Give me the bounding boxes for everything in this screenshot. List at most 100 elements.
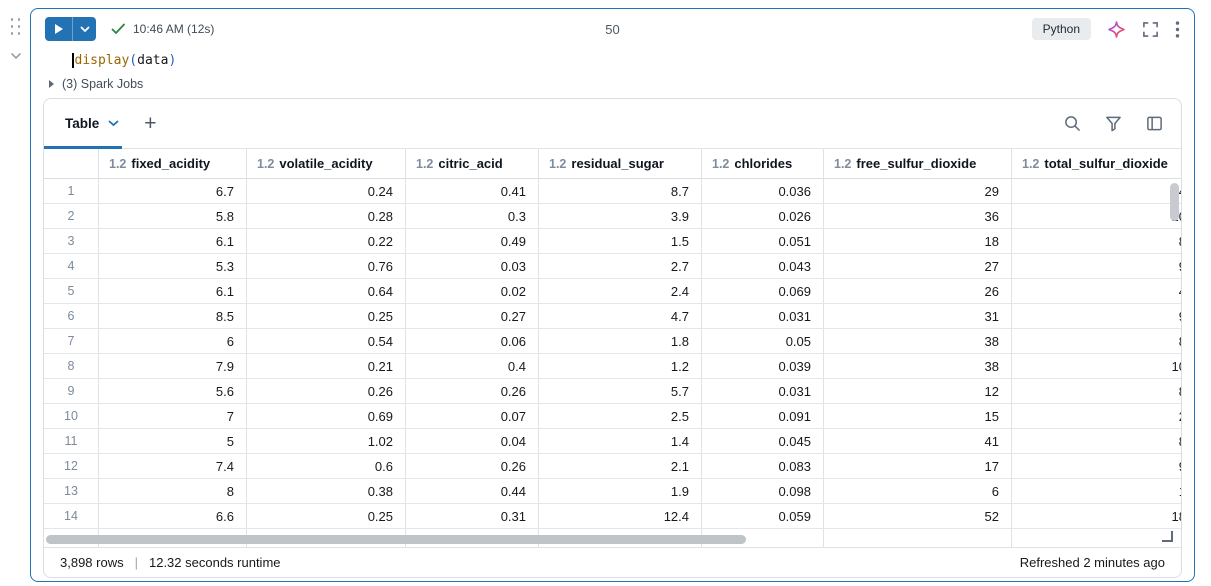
vertical-scrollbar-thumb[interactable] xyxy=(1170,183,1179,221)
table-cell: 0.25 xyxy=(247,504,406,528)
table-cell: 10 xyxy=(1012,204,1181,228)
table-cell: 8 xyxy=(1012,329,1181,353)
success-check-icon xyxy=(111,23,126,35)
column-name: fixed_acidity xyxy=(131,156,211,171)
column-header-free_sulfur_dioxide[interactable]: 1.2 free_sulfur_dioxide xyxy=(824,149,1012,178)
search-icon[interactable] xyxy=(1064,115,1081,132)
run-options-chevron-icon[interactable] xyxy=(73,17,96,41)
table-cell: 8 xyxy=(99,479,247,503)
table-cell: 0.41 xyxy=(406,179,539,203)
cell-gutter xyxy=(6,18,26,60)
collapse-chevron-icon[interactable] xyxy=(10,52,22,60)
table-cell: 3.9 xyxy=(539,204,702,228)
table-cell: 12.4 xyxy=(539,504,702,528)
table-cell: 8 xyxy=(1012,379,1181,403)
table-cell: 1.4 xyxy=(539,429,702,453)
table-row: 127.40.60.262.10.083179 xyxy=(44,454,1181,479)
table-cell xyxy=(702,529,824,547)
run-button[interactable] xyxy=(45,17,96,41)
numeric-type-icon: 1.2 xyxy=(549,156,567,171)
spark-jobs-toggle[interactable]: (3) Spark Jobs xyxy=(31,73,1194,97)
table-cell: 2.5 xyxy=(539,404,702,428)
table-cell: 0.091 xyxy=(702,404,824,428)
table-cell: 12 xyxy=(824,379,1012,403)
tab-table[interactable]: Table xyxy=(65,116,119,131)
column-header-fixed_acidity[interactable]: 1.2 fixed_acidity xyxy=(99,149,247,178)
active-tab-indicator xyxy=(44,146,122,149)
column-name: residual_sugar xyxy=(571,156,664,171)
horizontal-scrollbar-thumb[interactable] xyxy=(46,535,746,544)
execution-status: 10:46 AM (12s) xyxy=(111,22,214,36)
column-header-chlorides[interactable]: 1.2 chlorides xyxy=(702,149,824,178)
filter-icon[interactable] xyxy=(1105,115,1122,132)
code-argument-token: data xyxy=(137,52,169,68)
run-button-divider xyxy=(72,17,73,41)
table-row: 45.30.760.032.70.043279 xyxy=(44,254,1181,279)
table-cell: 18 xyxy=(1012,504,1181,528)
results-summary: 3,898 rows | 12.32 seconds runtime xyxy=(60,555,281,570)
row-number: 10 xyxy=(44,404,99,428)
table-cell: 36 xyxy=(824,204,1012,228)
column-name: chlorides xyxy=(734,156,793,171)
table-cell: 0.06 xyxy=(406,329,539,353)
table-cell: 0.043 xyxy=(702,254,824,278)
table-cell: 0.22 xyxy=(247,229,406,253)
fullscreen-icon[interactable] xyxy=(1142,21,1159,38)
add-visualization-button[interactable]: + xyxy=(144,112,157,135)
table-cell: 0.24 xyxy=(247,179,406,203)
column-header-residual_sugar[interactable]: 1.2 residual_sugar xyxy=(539,149,702,178)
table-cell: 0.069 xyxy=(702,279,824,303)
column-header-citric_acid[interactable]: 1.2 citric_acid xyxy=(406,149,539,178)
code-editor-line[interactable]: display(data) xyxy=(31,49,1194,73)
table-cell: 1.5 xyxy=(539,229,702,253)
table-cell: 6.1 xyxy=(99,279,247,303)
row-number: 11 xyxy=(44,429,99,453)
table-cell: 6 xyxy=(824,479,1012,503)
row-number: 14 xyxy=(44,504,99,528)
table-row: 36.10.220.491.50.051188 xyxy=(44,229,1181,254)
drag-handle-icon[interactable] xyxy=(10,18,22,36)
table-cell: 0.031 xyxy=(702,379,824,403)
table-cell: 0.045 xyxy=(702,429,824,453)
cell-header-actions: Python xyxy=(1031,18,1180,40)
results-resize-handle[interactable] xyxy=(1162,531,1173,542)
table-cell: 38 xyxy=(824,354,1012,378)
table-cell: 0.54 xyxy=(247,329,406,353)
results-tabbar: Table + xyxy=(44,99,1181,149)
text-cursor xyxy=(72,52,74,68)
kebab-menu-icon[interactable] xyxy=(1175,20,1180,38)
column-header-volatile_acidity[interactable]: 1.2 volatile_acidity xyxy=(247,149,406,178)
columns-panel-icon[interactable] xyxy=(1146,115,1163,132)
table-cell: 5 xyxy=(99,429,247,453)
table-cell: 26 xyxy=(824,279,1012,303)
execution-timestamp: 10:46 AM (12s) xyxy=(133,22,215,36)
numeric-type-icon: 1.2 xyxy=(109,156,127,171)
table-row: 56.10.640.022.40.069264 xyxy=(44,279,1181,304)
language-selector[interactable]: Python xyxy=(1031,18,1091,40)
table-cell: 0.039 xyxy=(702,354,824,378)
table-cell: 15 xyxy=(824,404,1012,428)
numeric-type-icon: 1.2 xyxy=(416,156,434,171)
table-cell: 2 xyxy=(1012,404,1181,428)
table-row: 87.90.210.41.20.0393810 xyxy=(44,354,1181,379)
table-cell: 1.02 xyxy=(247,429,406,453)
table-cell: 1 xyxy=(1012,479,1181,503)
table-cell: 4 xyxy=(1012,279,1181,303)
table-cell: 4.7 xyxy=(539,304,702,328)
expand-triangle-icon xyxy=(49,80,54,88)
table-cell: 38 xyxy=(824,329,1012,353)
table-cell: 0.6 xyxy=(247,454,406,478)
table-cell: 8.7 xyxy=(539,179,702,203)
table-cell: 8 xyxy=(1012,429,1181,453)
table-cell: 0.28 xyxy=(247,204,406,228)
assistant-sparkle-icon[interactable] xyxy=(1107,20,1126,39)
table-cell: 9 xyxy=(1012,304,1181,328)
play-icon[interactable] xyxy=(45,17,72,41)
table-cell: 2.7 xyxy=(539,254,702,278)
table-cell xyxy=(1012,529,1181,547)
table-body: 16.70.240.418.70.036291425.80.280.33.90.… xyxy=(44,179,1181,547)
column-header-total_sulfur_dioxide[interactable]: 1.2 total_sulfur_dioxide xyxy=(1012,149,1181,178)
table-cell: 0.059 xyxy=(702,504,824,528)
